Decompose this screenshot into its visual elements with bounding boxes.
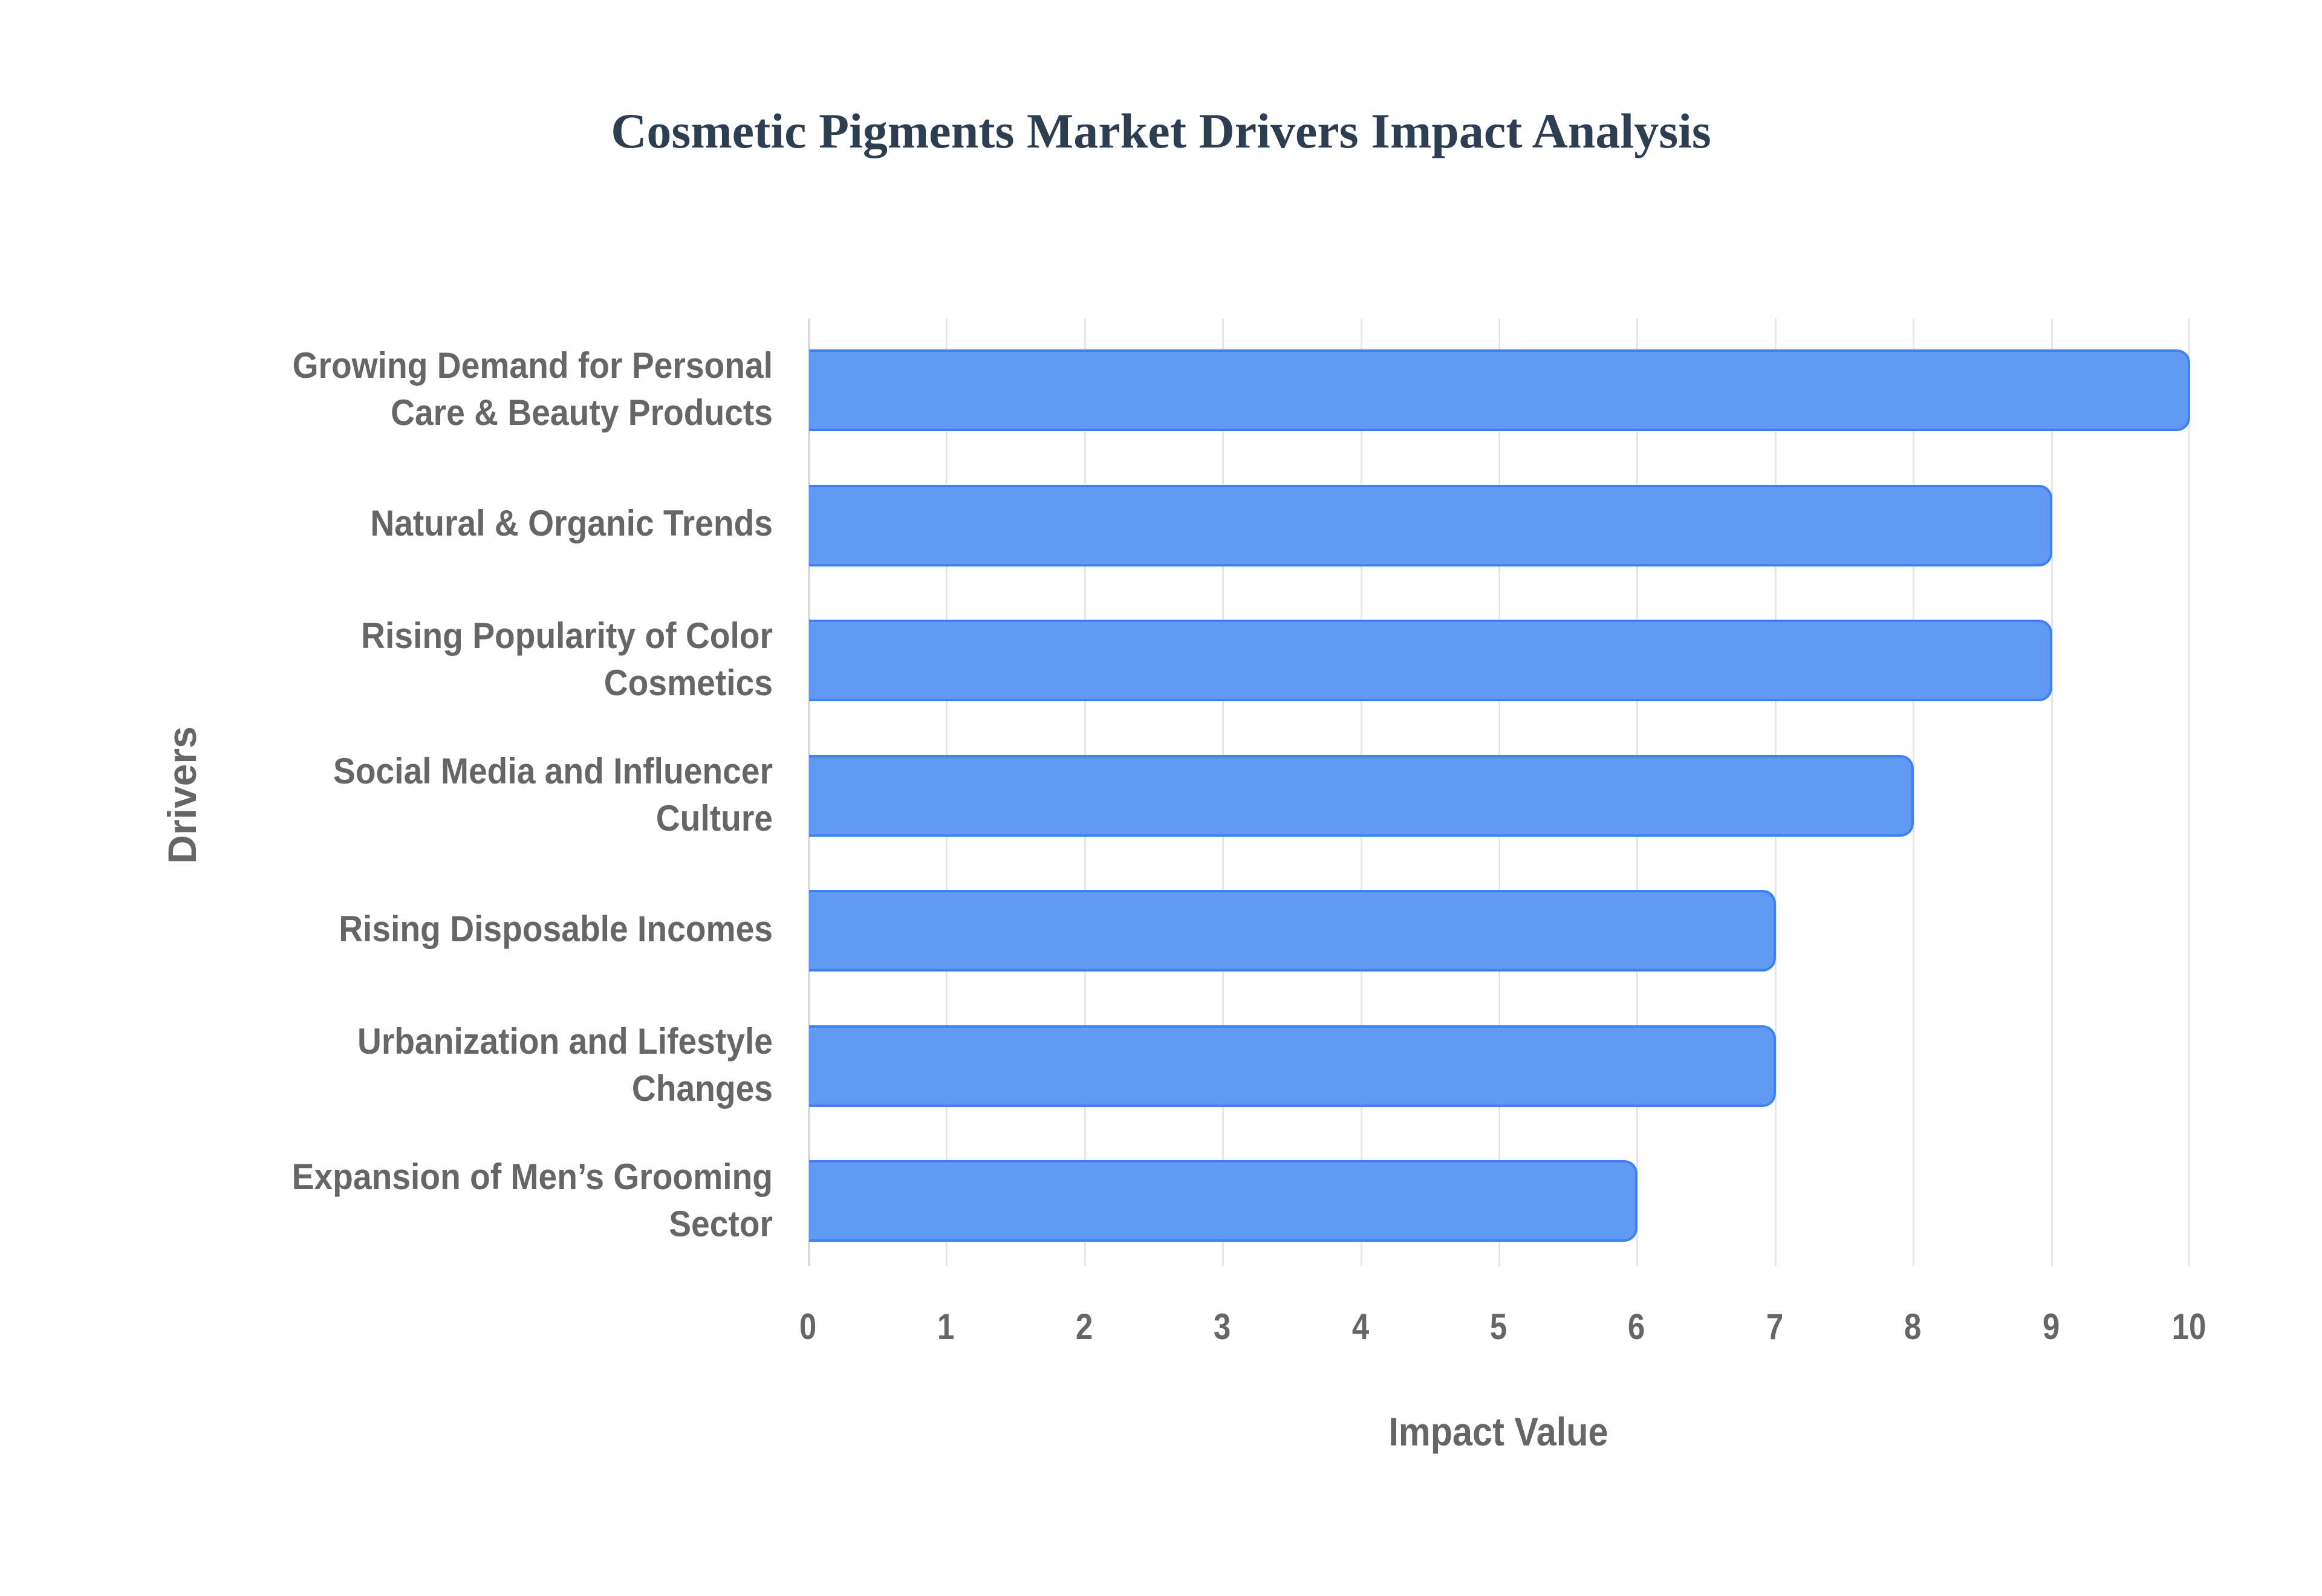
bar-disposable-incomes[interactable] — [809, 890, 1776, 972]
x-tick-label: 4 — [1351, 1306, 1370, 1347]
y-tick-label: Growing Demand for Personal Care & Beauty… — [292, 345, 773, 433]
x-tick-label: 5 — [1489, 1306, 1507, 1347]
x-tick-label: 9 — [2042, 1306, 2060, 1347]
bar-urbanization[interactable] — [809, 1025, 1776, 1107]
gridline — [2051, 319, 2053, 1266]
bar-natural-organic[interactable] — [809, 485, 2052, 566]
x-tick-label: 2 — [1075, 1306, 1093, 1347]
x-tick-label: 6 — [1627, 1306, 1645, 1347]
bar-color-cosmetics[interactable] — [809, 620, 2052, 701]
x-tick-label: 8 — [1904, 1306, 1922, 1347]
x-tick-label: 7 — [1766, 1306, 1784, 1347]
y-tick-label: Natural & Organic Trends — [370, 503, 773, 543]
y-tick-label: Rising Disposable Incomes — [339, 909, 773, 949]
x-tick-label: 10 — [2171, 1306, 2207, 1347]
chart-title: Cosmetic Pigments Market Drivers Impact … — [611, 103, 1711, 158]
y-tick-label: Expansion of Men’s Grooming Sector — [291, 1156, 773, 1244]
x-tick-label: 0 — [799, 1306, 817, 1347]
y-tick-label: Urbanization and Lifestyle Changes — [357, 1021, 773, 1109]
x-axis-title: Impact Value — [1388, 1409, 1608, 1454]
y-axis-title: Drivers — [160, 726, 204, 864]
bar-social-media[interactable] — [809, 755, 1914, 837]
plot-area — [808, 319, 2190, 1266]
x-tick-label: 1 — [937, 1306, 955, 1347]
bar-mens-grooming[interactable] — [809, 1160, 1637, 1242]
bar-personal-care-demand[interactable] — [809, 349, 2190, 431]
gridline — [2188, 319, 2190, 1266]
y-tick-label: Rising Popularity of Color Cosmetics — [361, 615, 773, 703]
y-tick-label: Social Media and Influencer Culture — [333, 751, 773, 839]
x-tick-label: 3 — [1213, 1306, 1231, 1347]
